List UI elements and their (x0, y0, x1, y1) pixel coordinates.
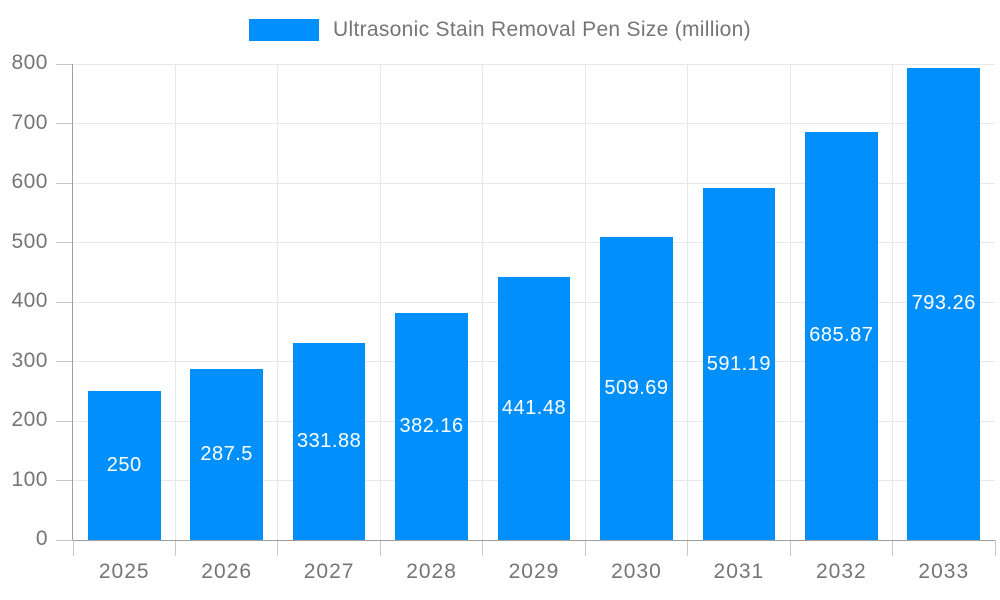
y-axis-label: 700 (11, 110, 48, 134)
x-axis-label-2029: 2029 (508, 560, 560, 583)
legend-marker-swatch (249, 19, 320, 41)
bar-value-label: 250 (106, 454, 142, 477)
x-axis-tick (789, 540, 791, 556)
y-axis-label: 100 (11, 467, 48, 491)
y-axis-tick (56, 301, 73, 303)
x-axis-line (73, 540, 995, 541)
x-axis-tick (584, 540, 586, 556)
y-axis-label: 200 (11, 408, 48, 431)
bar-value-label: 441.48 (501, 397, 567, 420)
y-axis-label: 400 (11, 289, 48, 312)
x-axis-tick (687, 540, 689, 556)
y-gridline (73, 242, 995, 243)
bar-value-label: 591.19 (706, 352, 771, 375)
chart-legend-item[interactable]: Ultrasonic Stain Removal Pen Size (milli… (0, 18, 1000, 42)
x-axis-label-2030: 2030 (611, 560, 662, 583)
y-axis-tick (56, 361, 73, 362)
bar-2029[interactable]: 441.48 (497, 277, 571, 540)
y-axis-tick (56, 480, 73, 481)
bar-value-label: 382.16 (399, 414, 464, 437)
x-gridline (379, 64, 381, 540)
x-gridline (584, 64, 586, 540)
x-axis-tick (994, 540, 996, 556)
y-axis-tick (56, 63, 73, 65)
x-axis-tick (277, 540, 279, 556)
x-axis-label-2028: 2028 (406, 560, 457, 583)
x-axis-label-2031: 2031 (713, 560, 765, 583)
y-gridline (73, 182, 995, 184)
y-axis-tick (56, 539, 73, 541)
y-axis-label: 300 (11, 348, 48, 372)
x-axis-tick (379, 540, 381, 556)
x-axis-tick (174, 540, 176, 556)
y-axis-label: 500 (11, 229, 48, 253)
x-axis-label-2032: 2032 (815, 560, 867, 583)
x-axis-tick (482, 540, 484, 556)
bar-value-label: 509.69 (604, 376, 669, 399)
x-gridline (174, 64, 176, 540)
y-axis-tick (56, 182, 73, 184)
bar-2032[interactable]: 685.87 (804, 131, 878, 540)
bar-2033[interactable]: 793.26 (907, 68, 981, 540)
x-gridline (482, 64, 484, 540)
bar-value-label: 287.5 (200, 442, 253, 465)
bar-2030[interactable]: 509.69 (600, 236, 673, 540)
bar-2031[interactable]: 591.19 (702, 188, 776, 540)
x-axis-label-2027: 2027 (303, 560, 355, 583)
y-axis-label: 600 (11, 170, 48, 193)
bar-value-label: 685.87 (809, 324, 874, 347)
y-axis-line (72, 64, 73, 540)
y-axis-tick (56, 420, 73, 422)
y-axis-label: 800 (11, 51, 48, 74)
bar-2028[interactable]: 382.16 (395, 312, 468, 540)
bar-2025[interactable]: 250 (87, 391, 161, 540)
y-axis-tick (56, 123, 73, 124)
x-gridline (892, 64, 894, 540)
x-axis-tick (72, 540, 74, 556)
x-axis-label-2025: 2025 (98, 560, 150, 583)
bar-2027[interactable]: 331.88 (292, 342, 366, 540)
x-axis-label-2033: 2033 (918, 560, 970, 583)
bar-value-label: 793.26 (911, 292, 976, 315)
legend-label: Ultrasonic Stain Removal Pen Size (milli… (333, 18, 751, 41)
x-gridline (789, 64, 791, 540)
x-gridline (687, 64, 689, 540)
x-gridline (277, 64, 279, 540)
x-axis-label-2026: 2026 (201, 560, 253, 583)
y-axis-tick (56, 242, 73, 243)
x-axis-tick (892, 540, 894, 556)
y-axis-label: 0 (35, 527, 48, 550)
bar-2026[interactable]: 287.5 (190, 368, 264, 540)
bar-value-label: 331.88 (297, 429, 362, 452)
y-gridline (73, 123, 995, 124)
y-gridline (73, 63, 995, 65)
